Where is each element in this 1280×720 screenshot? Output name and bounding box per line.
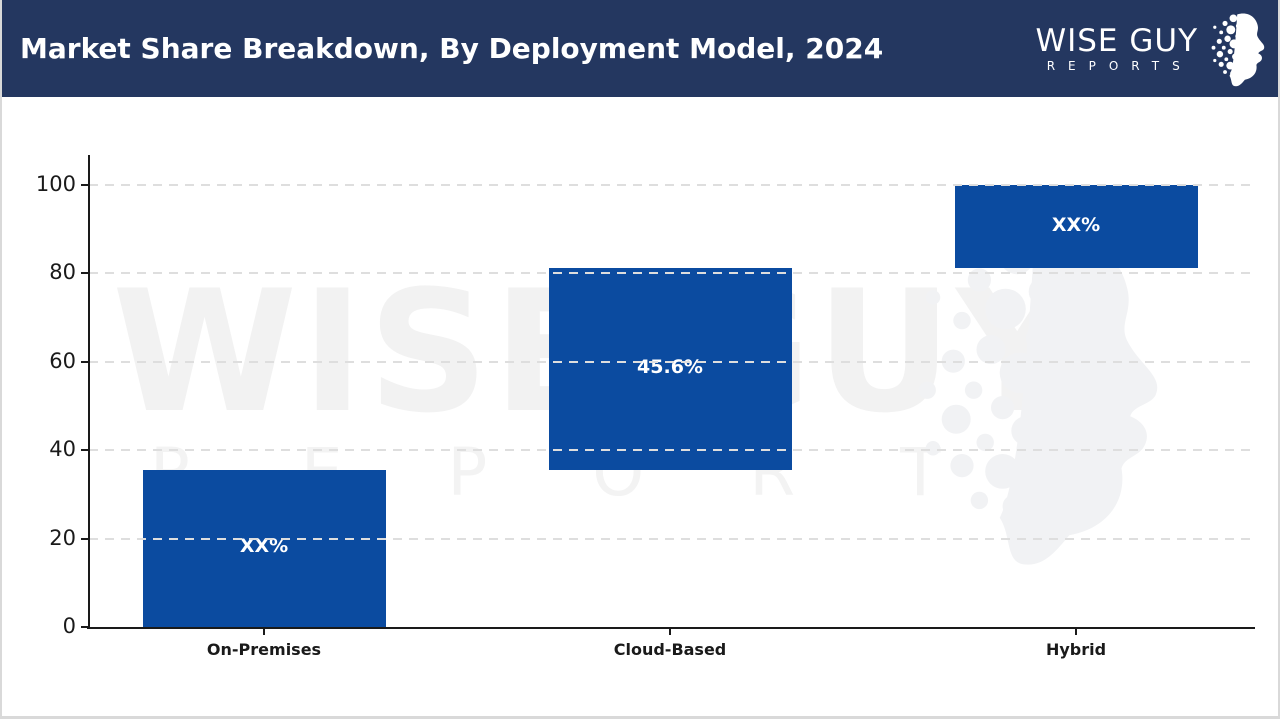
chart-title: Market Share Breakdown, By Deployment Mo…: [20, 32, 884, 65]
bar-value-label-hybrid: XX%: [1051, 213, 1101, 236]
gridline-40: [89, 449, 1255, 452]
x-category-label-on-premises: On-Premises: [206, 640, 322, 659]
logo-subtext: REPORTS: [1046, 59, 1193, 73]
x-tick-cloud-based: [669, 628, 671, 635]
y-tick-0: [81, 626, 88, 628]
gridline-80: [89, 272, 1255, 275]
gridline-20: [89, 537, 1255, 540]
bar-on-premises: XX%: [142, 469, 386, 627]
y-tick-label-20: 20: [49, 525, 76, 550]
wiseguy-logo-text: WISE GUY REPORTS: [1035, 24, 1198, 74]
y-tick-label-100: 100: [35, 172, 76, 196]
y-tick-label-40: 40: [49, 437, 76, 462]
bar-value-label-cloud-based: 45.6%: [637, 355, 703, 378]
y-tick-label-60: 60: [49, 348, 76, 373]
wiseguy-face-icon: [1211, 13, 1265, 87]
x-category-label-cloud-based: Cloud-Based: [613, 640, 727, 659]
header-bar: Market Share Breakdown, By Deployment Mo…: [0, 0, 1280, 97]
bar-hybrid: XX%: [954, 185, 1198, 269]
y-axis-line: [88, 155, 90, 629]
y-tick-100: [81, 184, 88, 186]
gridline-60: [89, 360, 1255, 363]
bar-cloud-based: 45.6%: [548, 268, 792, 470]
y-tick-80: [81, 272, 88, 275]
wiseguy-logo: WISE GUY REPORTS: [1026, 6, 1266, 92]
x-tick-hybrid: [1075, 628, 1077, 635]
x-category-label-hybrid: Hybrid: [1045, 640, 1107, 659]
bar-value-label-on-premises: XX%: [239, 535, 289, 558]
logo-wordmark: WISE GUY: [1035, 23, 1198, 59]
y-tick-40: [81, 449, 88, 452]
x-tick-on-premises: [263, 628, 265, 635]
y-tick-label-80: 80: [49, 260, 76, 285]
gridline-100: [89, 184, 1255, 186]
y-tick-20: [81, 537, 88, 540]
y-tick-label-0: 0: [62, 614, 76, 638]
x-axis-line: [87, 627, 1255, 629]
y-tick-60: [81, 360, 88, 363]
